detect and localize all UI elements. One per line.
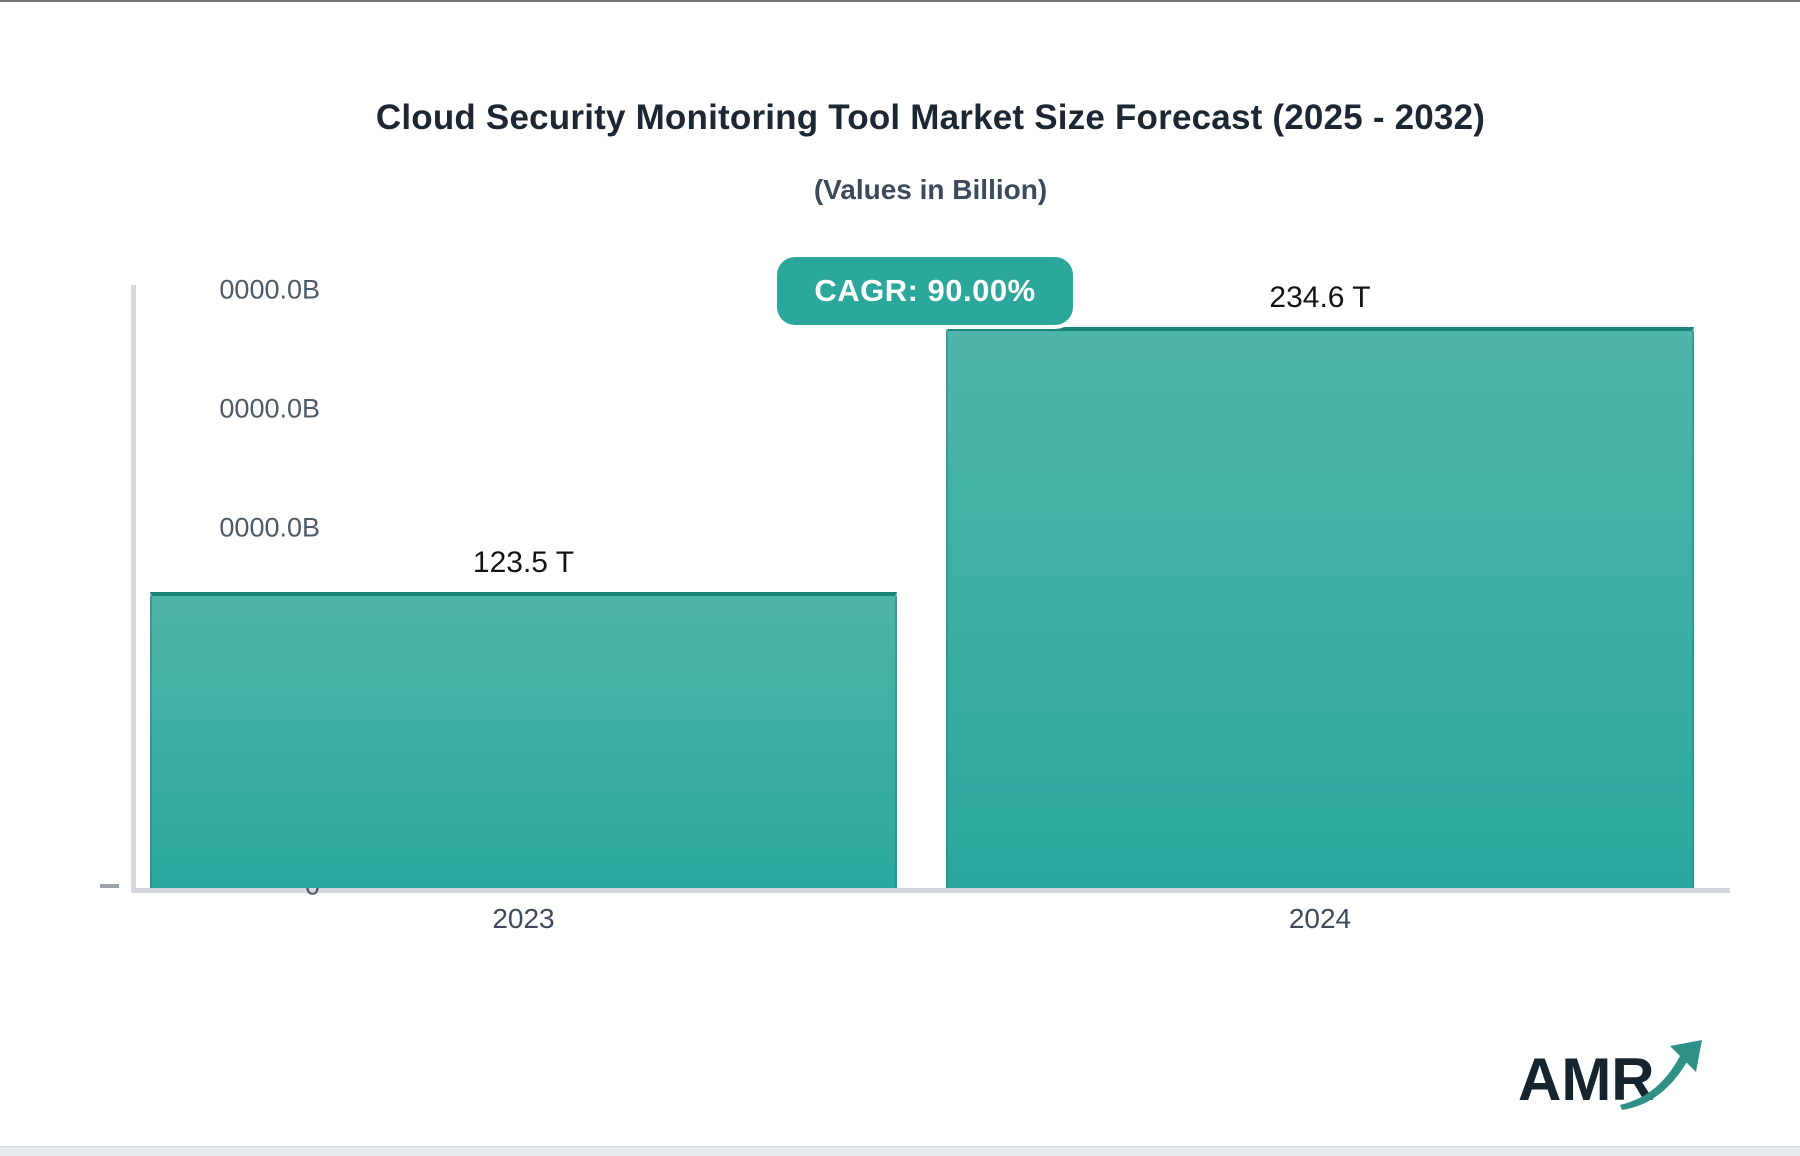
amr-logo-arrow-swoosh	[1620, 1056, 1688, 1110]
chart-subtitle: (Values in Billion)	[813, 174, 1048, 205]
bar-2024[interactable]	[946, 327, 1694, 888]
amr-logo-arrowhead	[1670, 1040, 1702, 1072]
bar-value-label-2023: 123.5 T	[472, 546, 575, 579]
y-tick-label: 0000.0B	[219, 274, 320, 305]
bar-value-label-2024: 234.6 T	[1269, 281, 1371, 314]
bar-2023[interactable]	[150, 592, 897, 888]
page-bottom-border	[0, 1146, 1800, 1156]
cagr-badge: CAGR: 90.00%	[777, 257, 1073, 325]
x-tick-label-2024: 2024	[1288, 903, 1352, 934]
amr-logo: AMR	[1518, 1040, 1702, 1113]
y-tick-dash	[100, 884, 119, 888]
y-axis-line	[131, 285, 136, 890]
x-axis-line	[131, 888, 1730, 893]
y-tick-label: 0000.0B	[219, 393, 320, 424]
cagr-badge-label: CAGR: 90.00%	[814, 273, 1036, 308]
x-tick-label-2023: 2023	[492, 903, 555, 934]
y-tick-label: 0000.0B	[219, 512, 320, 543]
chart-title: Cloud Security Monitoring Tool Market Si…	[375, 98, 1486, 137]
